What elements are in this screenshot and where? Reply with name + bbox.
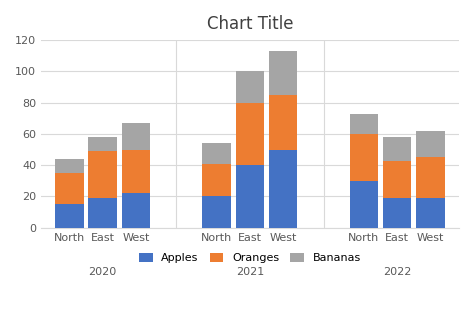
Bar	[202, 143, 231, 164]
Text: 2022: 2022	[383, 267, 411, 277]
Bar	[55, 204, 84, 228]
Bar	[383, 160, 411, 198]
Bar	[236, 71, 264, 103]
Bar	[122, 193, 150, 228]
Bar	[350, 181, 378, 228]
Bar	[89, 198, 117, 228]
Bar	[202, 197, 231, 228]
Bar	[89, 151, 117, 198]
Bar	[416, 157, 445, 198]
Bar	[89, 137, 117, 151]
Bar	[269, 51, 298, 95]
Bar	[416, 131, 445, 157]
Bar	[350, 134, 378, 181]
Bar	[383, 198, 411, 228]
Bar	[122, 123, 150, 150]
Bar	[269, 150, 298, 228]
Title: Chart Title: Chart Title	[207, 15, 293, 33]
Bar	[383, 137, 411, 160]
Text: 2021: 2021	[236, 267, 264, 277]
Bar	[122, 150, 150, 193]
Bar	[236, 165, 264, 228]
Bar	[416, 198, 445, 228]
Bar	[55, 173, 84, 204]
Bar	[350, 113, 378, 134]
Bar	[269, 95, 298, 150]
Bar	[55, 159, 84, 173]
Bar	[202, 164, 231, 197]
Text: 2020: 2020	[89, 267, 117, 277]
Bar	[236, 103, 264, 165]
Legend: Apples, Oranges, Bananas: Apples, Oranges, Bananas	[139, 253, 361, 263]
